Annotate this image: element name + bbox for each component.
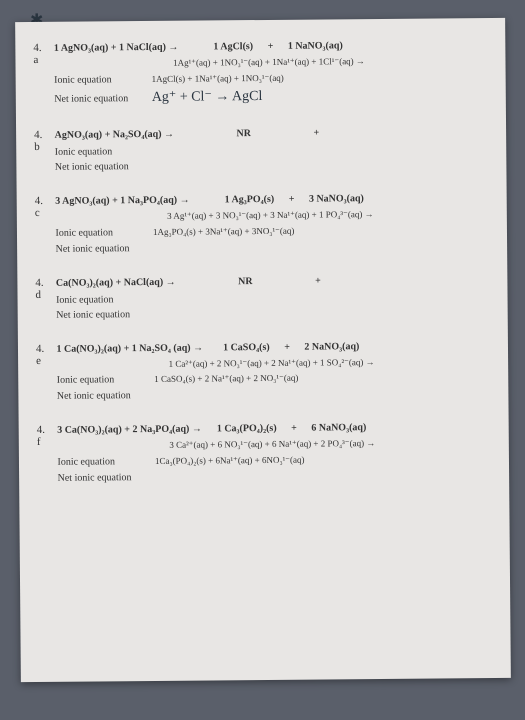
product-1: 1 AgCl(s)	[213, 40, 253, 54]
product-1: 1 Ca₃(PO₄)₂(s)	[216, 422, 276, 437]
no-reaction: NR	[236, 127, 251, 141]
num-text: 4.	[35, 277, 43, 289]
plus-sign: +	[313, 128, 319, 139]
handwritten-answer: Ag⁺ + Cl⁻ → AgCl	[151, 89, 262, 105]
letter-text: b	[34, 141, 40, 153]
reactants: Ca(NO₃)₂(aq) + NaCl(aq) →	[55, 277, 175, 289]
reactants: 3 Ca(NO₃)₂(aq) + 2 Na₃PO₄(aq) →	[57, 424, 202, 436]
problem-f: 4. f 3 Ca(NO₃)₂(aq) + 2 Na₃PO₄(aq) → 1 C…	[36, 420, 491, 487]
problem-number: 4. b	[34, 129, 52, 153]
num-text: 4.	[34, 195, 42, 207]
problem-b: 4. b AgNO₃(aq) + Na₂SO₄(aq) → NR + Ionic…	[34, 125, 488, 177]
net-ionic-label: Net ionic equation	[57, 471, 152, 483]
product-2: 6 NaNO₃(aq)	[311, 421, 366, 435]
product-1: 1 Ag₃PO₄(s)	[224, 193, 274, 207]
letter-text: f	[36, 436, 40, 448]
reactants: AgNO₃(aq) + Na₂SO₄(aq) →	[54, 129, 174, 141]
plus-sign: +	[267, 41, 273, 52]
reactants: 1 AgNO₃(aq) + 1 NaCl(aq) →	[53, 42, 178, 54]
net-ionic-label: Net ionic equation	[54, 161, 149, 173]
ionic-eq-line1: 3 Ca²⁺(aq) + 6 NO₃¹⁻(aq) + 6 Na¹⁺(aq) + …	[57, 437, 487, 452]
worksheet-page: 4. a 1 AgNO₃(aq) + 1 NaCl(aq) → 1 AgCl(s…	[15, 18, 511, 682]
plus-sign: +	[288, 194, 294, 205]
letter-text: e	[36, 355, 41, 367]
reactants: 3 AgNO₃(aq) + 1 Na₃PO₄(aq) →	[55, 195, 190, 207]
product-1: 1 CaSO₄(s)	[222, 341, 269, 355]
ionic-eq-line2: 1Ca₃(PO₄)₂(s) + 6Na¹⁺(aq) + 6NO₃¹⁻(aq)	[154, 454, 304, 465]
no-reaction: NR	[238, 275, 253, 289]
problem-e: 4. e 1 Ca(NO₃)₂(aq) + 1 Na₂SO₄ (aq) → 1 …	[35, 339, 490, 406]
ionic-eq-line2: 1Ag₃PO₄(s) + 3Na¹⁺(aq) + 3NO₃¹⁻(aq)	[152, 226, 294, 237]
ionic-eq-line2: 1AgCl(s) + 1Na¹⁺(aq) + 1NO₃¹⁻(aq)	[151, 72, 283, 83]
num-text: 4.	[36, 424, 44, 436]
letter-text: a	[33, 54, 38, 66]
ionic-label: Ionic equation	[57, 456, 152, 468]
product-2: 3 NaNO₃(aq)	[308, 192, 363, 206]
num-text: 4.	[35, 343, 43, 355]
net-ionic-label: Net ionic equation	[55, 243, 150, 255]
plus-sign: +	[315, 275, 321, 286]
num-text: 4.	[34, 129, 42, 141]
ionic-label: Ionic equation	[54, 74, 149, 86]
ionic-label: Ionic equation	[56, 294, 151, 306]
reactants: 1 Ca(NO₃)₂(aq) + 1 Na₂SO₄ (aq) →	[56, 342, 203, 354]
problem-number: 4. d	[35, 277, 53, 301]
letter-text: d	[35, 289, 41, 301]
ionic-label: Ionic equation	[55, 227, 150, 239]
problem-number: 4. e	[35, 343, 53, 367]
ionic-label: Ionic equation	[54, 146, 149, 158]
plus-sign: +	[291, 423, 297, 434]
net-ionic-label: Net ionic equation	[54, 93, 149, 105]
product-2: 2 NaNO₃(aq)	[304, 340, 359, 354]
product-2: 1 NaNO₃(aq)	[287, 39, 342, 53]
ionic-eq-line1: 3 Ag¹⁺(aq) + 3 NO₃¹⁻(aq) + 3 Na¹⁺(aq) + …	[55, 208, 485, 223]
ionic-eq-line1: 1Ag¹⁺(aq) + 1NO₃¹⁻(aq) + 1Na¹⁺(aq) + 1Cl…	[53, 55, 483, 70]
problem-number: 4. a	[33, 42, 51, 66]
problem-d: 4. d Ca(NO₃)₂(aq) + NaCl(aq) → NR + Ioni…	[35, 273, 489, 325]
ionic-eq-line2: 1 CaSO₄(s) + 2 Na¹⁺(aq) + 2 NO₃¹⁻(aq)	[154, 373, 298, 384]
net-ionic-label: Net ionic equation	[56, 309, 151, 321]
letter-text: c	[34, 207, 39, 219]
plus-sign: +	[284, 342, 290, 353]
problem-number: 4. c	[34, 195, 52, 219]
problem-number: 4. f	[36, 424, 54, 448]
net-ionic-label: Net ionic equation	[56, 390, 151, 402]
ionic-label: Ionic equation	[56, 374, 151, 386]
ionic-eq-line1: 1 Ca²⁺(aq) + 2 NO₃¹⁻(aq) + 2 Na¹⁺(aq) + …	[56, 356, 486, 371]
problem-c: 4. c 3 AgNO₃(aq) + 1 Na₃PO₄(aq) → 1 Ag₃P…	[34, 191, 489, 258]
num-text: 4.	[33, 42, 41, 54]
problem-a: 4. a 1 AgNO₃(aq) + 1 NaCl(aq) → 1 AgCl(s…	[33, 38, 488, 111]
